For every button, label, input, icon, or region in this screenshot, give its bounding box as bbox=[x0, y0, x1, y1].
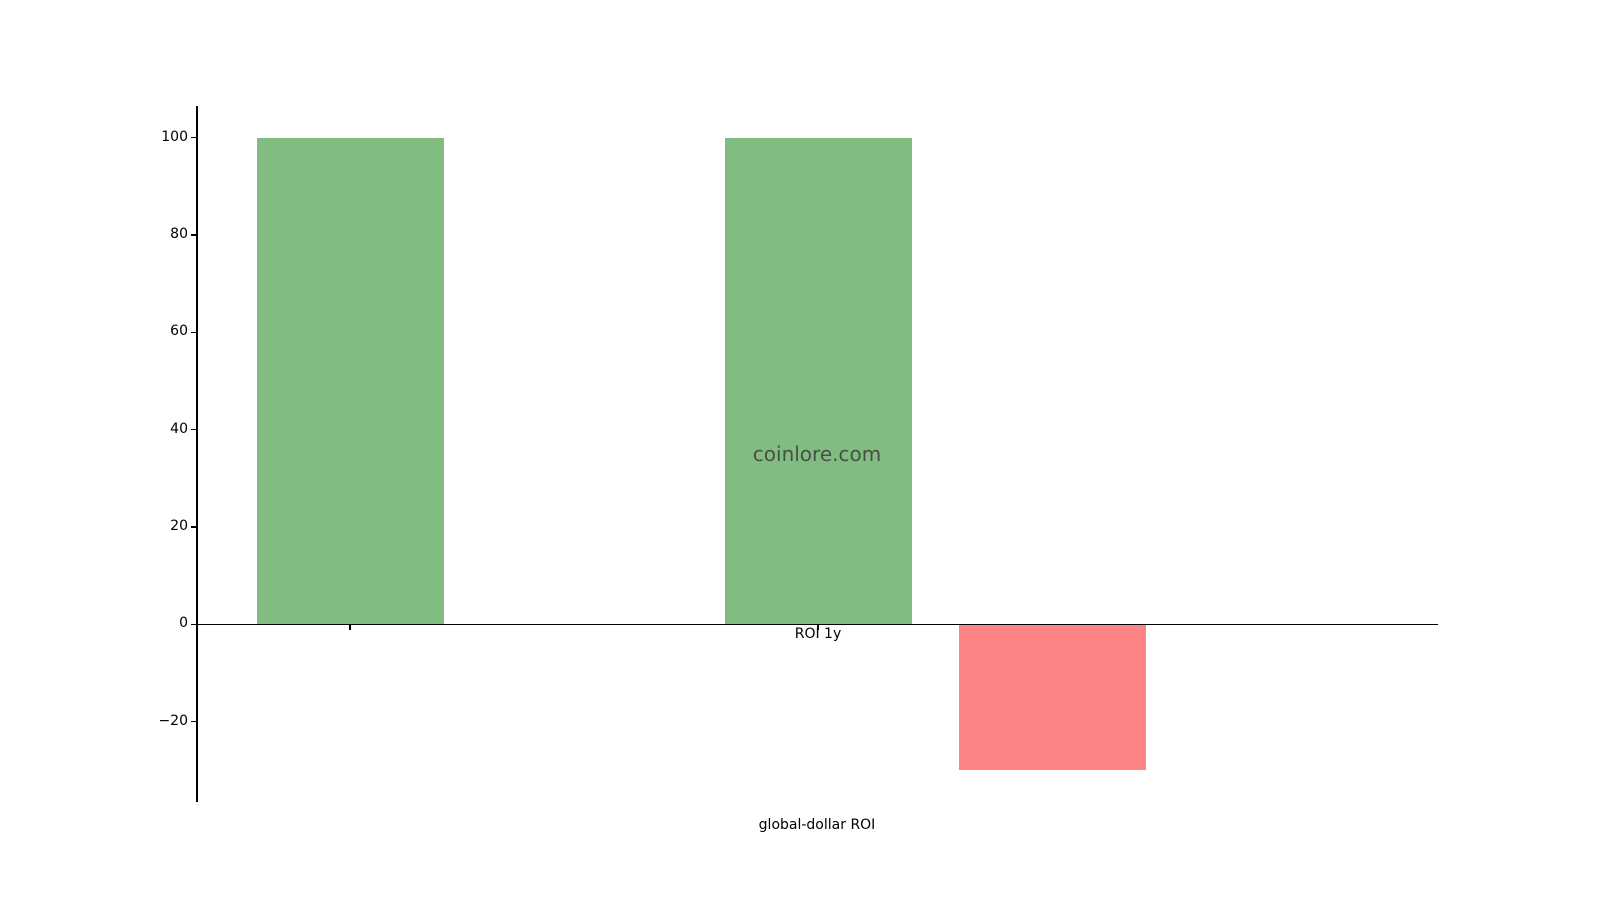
y-tick-label: 0 bbox=[179, 615, 188, 632]
x-axis-title: global-dollar ROI bbox=[758, 817, 876, 833]
y-tick-label: 20 bbox=[170, 518, 188, 534]
x-axis-zero-line bbox=[196, 623, 1438, 626]
y-tick-mark bbox=[191, 623, 196, 626]
y-tick-label: 80 bbox=[170, 225, 188, 242]
y-tick-label: −20 bbox=[158, 712, 188, 729]
y-tick-mark bbox=[191, 526, 196, 528]
y-axis-spine bbox=[196, 106, 198, 802]
y-tick-label: 60 bbox=[170, 323, 188, 340]
bar-positive bbox=[724, 137, 912, 625]
bar-positive bbox=[256, 137, 444, 625]
y-tick-mark bbox=[191, 136, 196, 139]
x-tick-mark bbox=[817, 624, 819, 631]
y-tick-mark bbox=[191, 234, 196, 236]
bar-negative bbox=[958, 624, 1146, 771]
y-tick-label: 100 bbox=[161, 128, 188, 145]
watermark-text: coinlore.com bbox=[752, 442, 882, 466]
y-tick-mark bbox=[191, 428, 196, 431]
x-tick-mark bbox=[349, 624, 351, 631]
y-tick-mark bbox=[191, 331, 196, 334]
x-tick-label: ROI 1y bbox=[794, 626, 842, 643]
y-tick-label: 40 bbox=[170, 420, 188, 437]
y-tick-mark bbox=[191, 720, 196, 723]
